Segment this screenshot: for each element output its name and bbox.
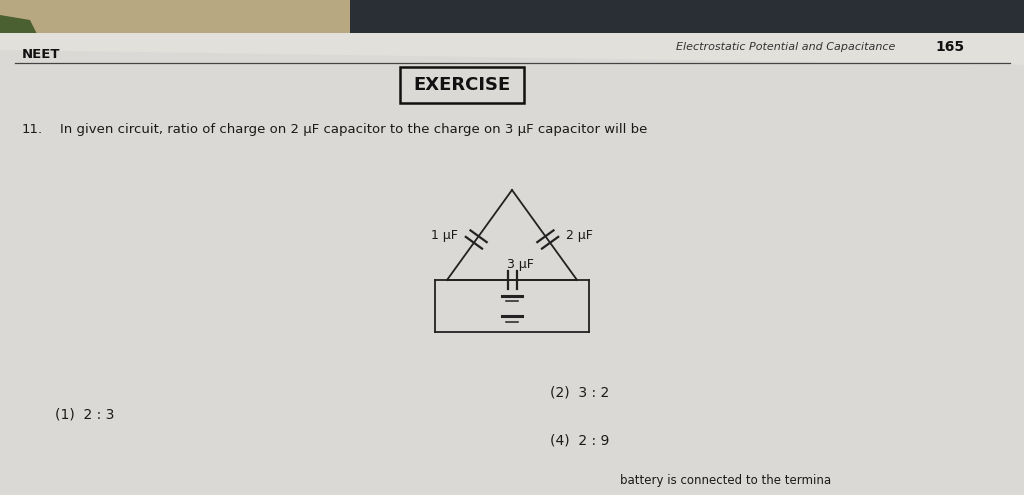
Text: 1 μF: 1 μF <box>431 229 459 242</box>
Text: 165: 165 <box>936 40 965 54</box>
Polygon shape <box>0 33 1024 65</box>
Text: Electrostatic Potential and Capacitance: Electrostatic Potential and Capacitance <box>676 42 895 52</box>
Text: 3 μF: 3 μF <box>507 258 534 271</box>
Text: battery is connected to the termina: battery is connected to the termina <box>620 474 831 487</box>
Text: In given circuit, ratio of charge on 2 μF capacitor to the charge on 3 μF capaci: In given circuit, ratio of charge on 2 μ… <box>60 123 647 136</box>
Text: NEET: NEET <box>22 49 60 61</box>
Text: (1)  2 : 3: (1) 2 : 3 <box>55 408 115 422</box>
Text: 11.: 11. <box>22 123 43 136</box>
Polygon shape <box>0 0 350 40</box>
FancyBboxPatch shape <box>400 67 524 103</box>
Bar <box>0 0 1024 40</box>
Text: (4)  2 : 9: (4) 2 : 9 <box>550 433 609 447</box>
Text: (2)  3 : 2: (2) 3 : 2 <box>550 386 609 400</box>
Polygon shape <box>0 15 40 40</box>
Text: 2 μF: 2 μF <box>565 229 593 242</box>
Text: EXERCISE: EXERCISE <box>414 76 511 94</box>
